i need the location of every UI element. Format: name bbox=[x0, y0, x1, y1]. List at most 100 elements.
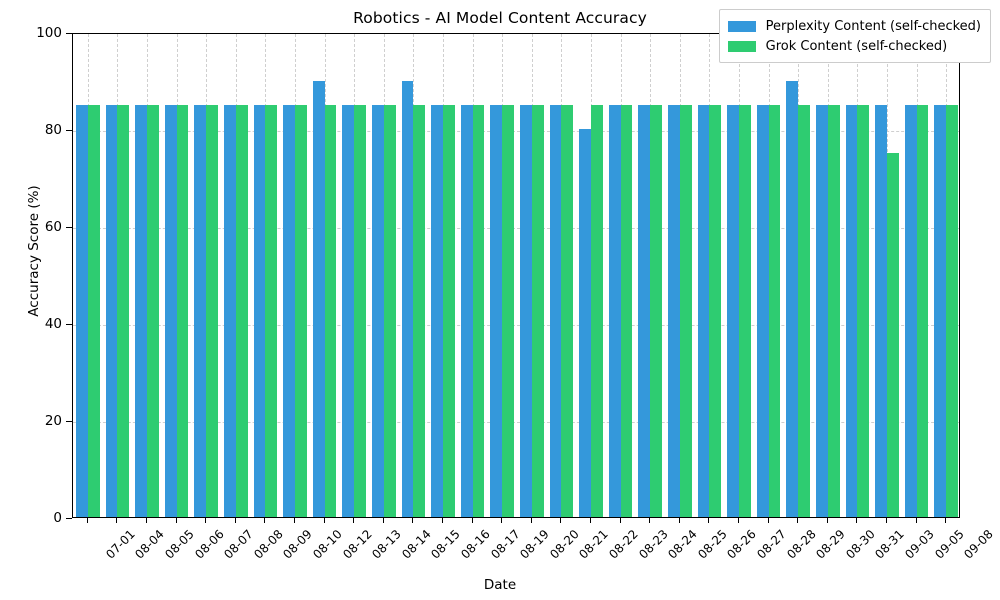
bar-grok bbox=[265, 104, 278, 517]
x-tick-mark bbox=[678, 518, 680, 523]
bar-perplexity bbox=[579, 129, 591, 517]
legend-item: Perplexity Content (self-checked) bbox=[727, 16, 981, 36]
x-tick-label: 08-08 bbox=[251, 527, 286, 562]
y-tick-mark bbox=[66, 130, 72, 131]
bar-perplexity bbox=[460, 104, 473, 517]
bar-perplexity bbox=[164, 104, 177, 517]
bar-perplexity bbox=[519, 104, 532, 517]
bar-perplexity bbox=[342, 104, 355, 517]
x-tick-label: 08-29 bbox=[813, 527, 848, 562]
bar-grok bbox=[857, 104, 870, 517]
x-tick-label: 08-13 bbox=[369, 527, 404, 562]
x-tick-label: 08-28 bbox=[783, 527, 819, 562]
x-tick-mark bbox=[234, 518, 236, 523]
x-tick-label: 08-26 bbox=[724, 527, 760, 562]
bar-grok bbox=[591, 104, 603, 517]
y-tick-mark bbox=[66, 421, 72, 422]
y-axis-label: Accuracy Score (%) bbox=[26, 185, 42, 317]
bar-grok bbox=[206, 104, 219, 517]
x-axis-label: Date bbox=[483, 577, 517, 593]
x-tick-mark bbox=[382, 518, 384, 523]
legend-label: Grok Content (self-checked) bbox=[765, 38, 948, 54]
gridline-horizontal bbox=[73, 422, 959, 423]
bar-grok bbox=[798, 104, 811, 517]
bar-perplexity bbox=[786, 80, 799, 517]
bar-grok bbox=[502, 104, 515, 517]
bar-grok bbox=[235, 104, 248, 517]
legend-item: Grok Content (self-checked) bbox=[727, 36, 981, 56]
bar-perplexity bbox=[75, 104, 88, 517]
bar-perplexity bbox=[815, 104, 828, 517]
x-tick-mark bbox=[530, 518, 532, 523]
gridline-horizontal bbox=[73, 131, 959, 132]
bar-perplexity bbox=[105, 104, 118, 517]
x-tick-mark bbox=[797, 518, 799, 523]
y-tick-label: 20 bbox=[44, 413, 62, 429]
x-tick-mark bbox=[560, 518, 562, 523]
bar-grok bbox=[443, 104, 455, 517]
bar-perplexity bbox=[490, 104, 503, 517]
x-tick-mark bbox=[146, 518, 147, 523]
bar-perplexity bbox=[934, 104, 947, 517]
legend-swatch-grok bbox=[727, 40, 756, 52]
x-tick-label: 07-01 bbox=[103, 527, 138, 562]
x-tick-mark bbox=[649, 518, 651, 523]
bar-grok bbox=[324, 104, 337, 517]
x-tick-label: 08-06 bbox=[191, 527, 227, 562]
bar-perplexity bbox=[135, 104, 147, 517]
x-tick-mark bbox=[264, 518, 266, 523]
x-tick-mark bbox=[856, 518, 858, 523]
x-tick-mark bbox=[708, 518, 710, 523]
x-tick-label: 09-05 bbox=[931, 527, 967, 562]
x-tick-label: 09-08 bbox=[961, 527, 996, 562]
x-tick-label: 08-17 bbox=[487, 527, 523, 562]
bar-grok bbox=[354, 104, 367, 517]
bars-layer bbox=[73, 34, 959, 517]
x-tick-label: 08-21 bbox=[576, 527, 612, 562]
gridline-horizontal bbox=[73, 325, 959, 326]
bar-grok bbox=[946, 104, 959, 517]
bar-perplexity bbox=[667, 104, 680, 517]
bar-grok bbox=[87, 104, 100, 517]
bar-grok bbox=[561, 104, 574, 517]
x-tick-label: 08-05 bbox=[162, 527, 197, 562]
bar-grok bbox=[768, 104, 781, 517]
x-tick-mark bbox=[738, 518, 739, 523]
legend-swatch-perplexity bbox=[727, 20, 756, 32]
x-tick-mark bbox=[412, 518, 414, 523]
bar-grok bbox=[650, 104, 663, 517]
bar-perplexity bbox=[431, 104, 443, 517]
y-tick-label: 0 bbox=[53, 510, 62, 526]
x-tick-mark bbox=[501, 518, 503, 523]
x-tick-mark bbox=[353, 518, 355, 523]
y-tick-label: 60 bbox=[44, 219, 62, 235]
bar-grok bbox=[827, 104, 840, 517]
bar-grok bbox=[295, 104, 307, 517]
bar-perplexity bbox=[194, 104, 207, 517]
x-tick-mark bbox=[590, 518, 591, 523]
bar-perplexity bbox=[697, 104, 710, 517]
bar-perplexity bbox=[283, 104, 295, 517]
bar-perplexity bbox=[875, 104, 887, 517]
bar-grok bbox=[413, 104, 426, 517]
x-tick-mark bbox=[826, 518, 828, 523]
y-tick-mark bbox=[66, 518, 72, 519]
x-tick-label: 08-27 bbox=[754, 527, 789, 562]
x-tick-mark bbox=[945, 518, 947, 523]
x-tick-label: 08-14 bbox=[399, 527, 434, 562]
chart-legend: Perplexity Content (self-checked) Grok Co… bbox=[718, 9, 991, 63]
x-tick-mark bbox=[886, 518, 887, 523]
x-tick-label: 08-12 bbox=[339, 527, 375, 562]
bar-perplexity bbox=[401, 80, 414, 517]
bar-grok bbox=[739, 104, 751, 517]
bar-perplexity bbox=[312, 80, 325, 517]
y-tick-label: 40 bbox=[44, 316, 62, 332]
bar-perplexity bbox=[608, 104, 621, 517]
bar-perplexity bbox=[904, 104, 917, 517]
bar-perplexity bbox=[371, 104, 384, 517]
legend-label: Perplexity Content (self-checked) bbox=[765, 18, 981, 34]
x-tick-mark bbox=[205, 518, 207, 523]
bar-grok bbox=[383, 104, 396, 517]
x-tick-mark bbox=[619, 518, 621, 523]
bar-grok bbox=[916, 104, 929, 517]
